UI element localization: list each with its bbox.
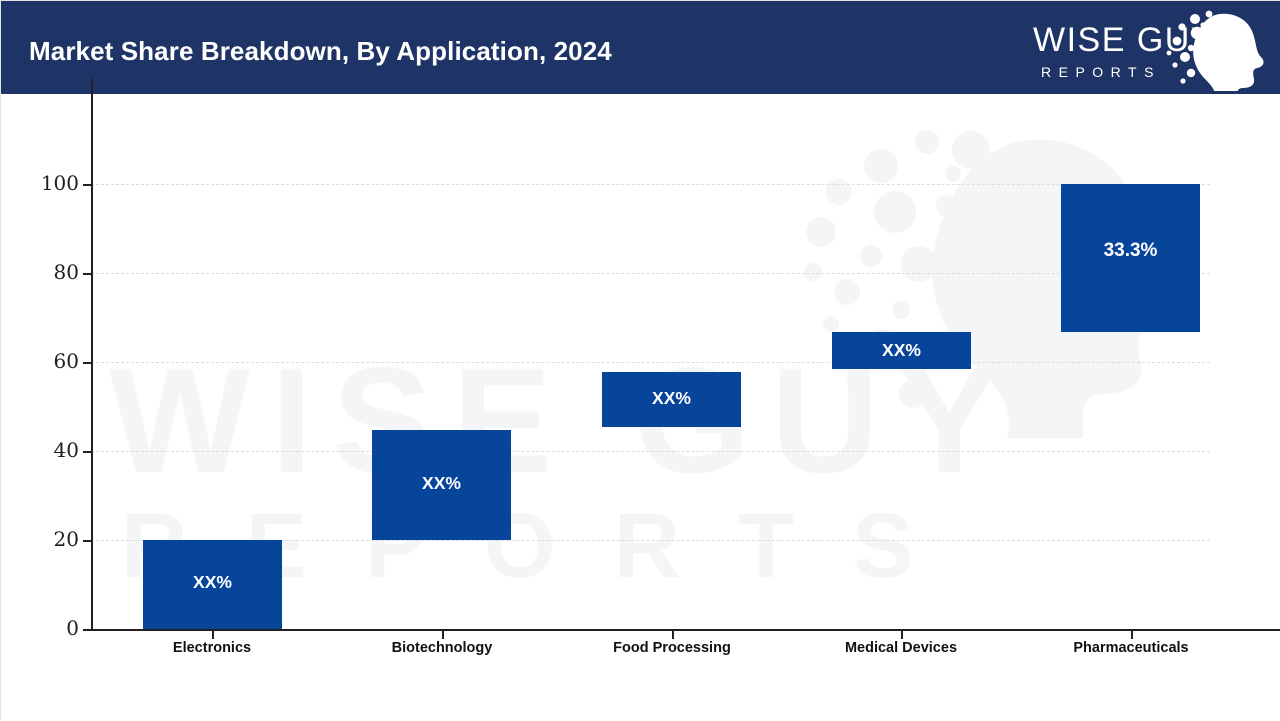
bar-label-food-processing: XX% [652, 388, 691, 408]
gridline-40 [91, 451, 1210, 452]
y-tick-20 [83, 540, 92, 542]
x-label-pharmaceuticals: Pharmaceuticals [1073, 640, 1189, 656]
gridline-80 [91, 273, 1210, 274]
y-tick-label-100: 100 [40, 171, 79, 195]
y-tick-label-40: 40 [53, 438, 79, 462]
gridline-60 [91, 362, 1210, 363]
bar-label-pharmaceuticals: 33.3% [1103, 240, 1158, 261]
y-tick-label-80: 80 [53, 260, 79, 284]
wise-guy-reports-logo: WISE GUY REPORTS [1033, 10, 1264, 91]
y-axis-line [91, 79, 93, 629]
bar-label-biotechnology: XX% [422, 473, 461, 493]
bar-pharmaceuticals[interactable]: 33.3% [1061, 184, 1200, 332]
x-tick-pharmaceuticals [1131, 629, 1133, 639]
bar-biotechnology[interactable]: XX% [372, 430, 511, 540]
gridline-20 [91, 540, 1210, 541]
svg-text:REPORTS: REPORTS [1041, 64, 1161, 80]
y-tick-100 [83, 184, 92, 186]
page-title: Market Share Breakdown, By Application, … [29, 36, 612, 66]
bar-food-processing[interactable]: XX% [602, 372, 741, 427]
x-tick-electronics [212, 629, 214, 639]
x-label-electronics: Electronics [172, 640, 252, 656]
chart-canvas: WISE GUY REPORTS [1, 94, 1280, 721]
bar-label-medical-devices: XX% [882, 340, 921, 360]
y-tick-label-0: 0 [66, 616, 79, 640]
x-axis-line [91, 629, 1280, 631]
x-tick-food-processing [672, 629, 674, 639]
y-tick-40 [83, 451, 92, 453]
y-tick-80 [83, 273, 92, 275]
x-label-biotechnology: Biotechnology [391, 640, 493, 656]
y-tick-label-60: 60 [53, 349, 79, 373]
gridline-100 [91, 184, 1210, 185]
x-label-medical-devices: Medical Devices [844, 640, 958, 656]
bar-medical-devices[interactable]: XX% [832, 332, 971, 369]
x-tick-medical-devices [901, 629, 903, 639]
x-label-food-processing: Food Processing [613, 640, 731, 656]
page-header: Market Share Breakdown, By Application, … [1, 1, 1280, 94]
x-tick-biotechnology [442, 629, 444, 639]
bar-label-electronics: XX% [193, 572, 232, 592]
y-tick-0 [83, 629, 92, 631]
bar-electronics[interactable]: XX% [143, 540, 282, 629]
y-tick-60 [83, 362, 92, 364]
y-tick-label-20: 20 [53, 527, 79, 551]
